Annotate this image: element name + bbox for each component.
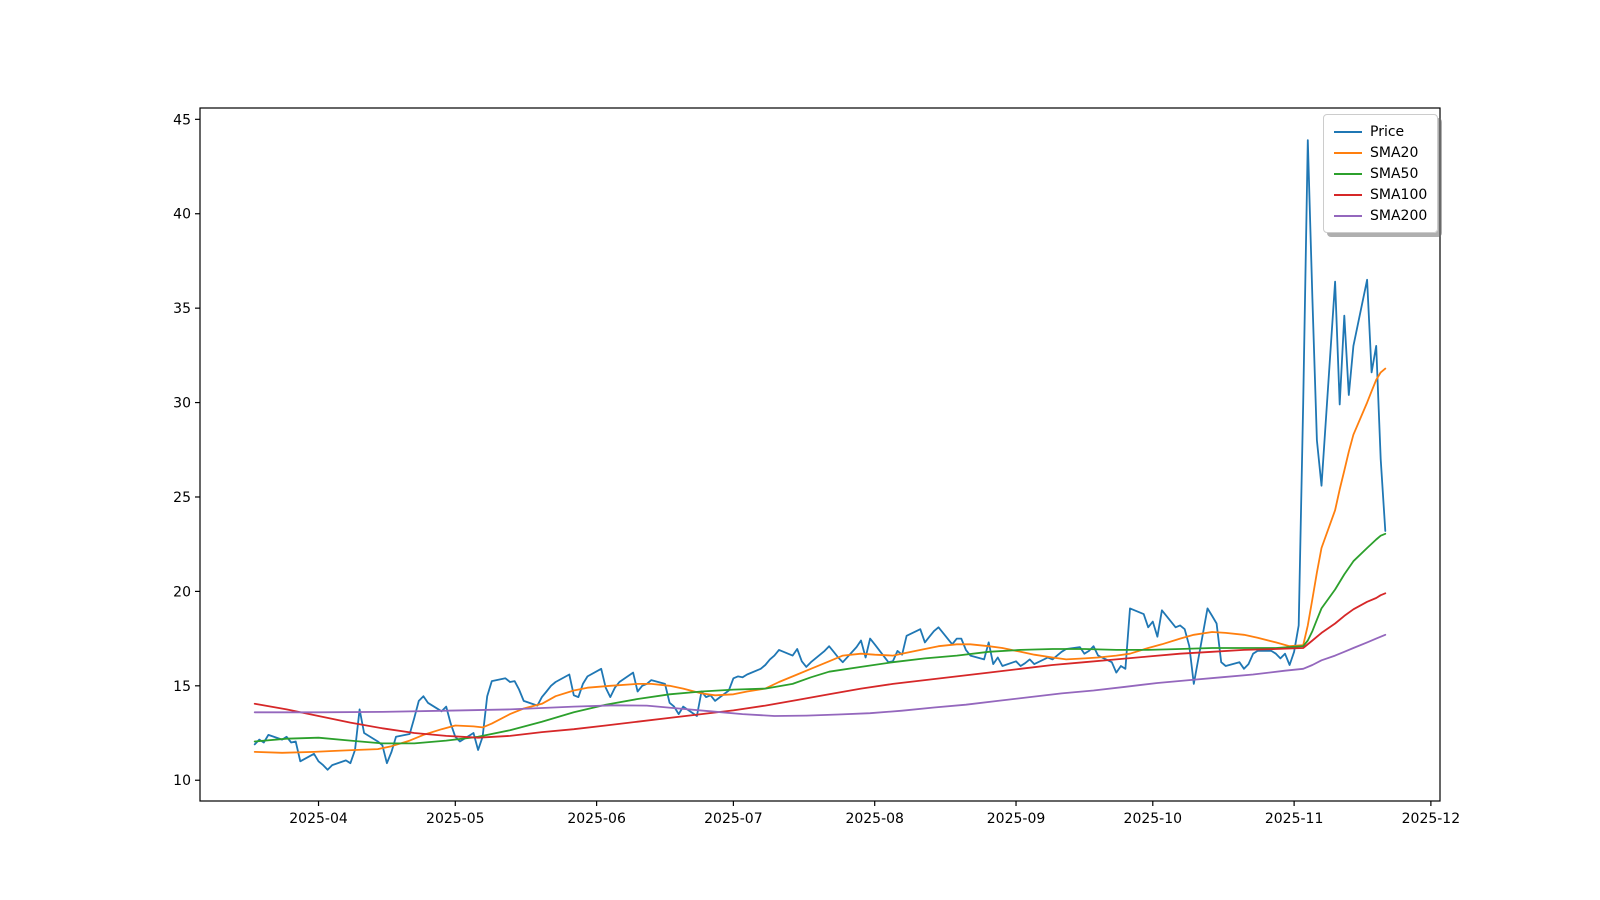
series-line-sma100 — [253, 592, 1387, 739]
legend-item-sma100: SMA100 — [1334, 184, 1427, 205]
legend-label: SMA200 — [1370, 207, 1428, 224]
legend-label: Price — [1370, 123, 1405, 140]
legend-line-sample-icon — [1334, 214, 1362, 217]
y-tick-label: 20 — [173, 584, 191, 600]
x-tick-label: 2025-04 — [289, 811, 348, 827]
legend-label: SMA100 — [1370, 186, 1428, 203]
x-tick-label: 2025-07 — [704, 811, 763, 827]
y-tick-label: 25 — [173, 490, 191, 506]
y-tick-label: 10 — [173, 773, 191, 789]
x-tick-label: 2025-12 — [1402, 811, 1461, 827]
plot-border — [199, 107, 1441, 802]
series-line-sma200 — [253, 633, 1387, 717]
x-tick-label: 2025-08 — [845, 811, 904, 827]
y-tick-label: 15 — [173, 679, 191, 695]
y-tick-label: 45 — [173, 112, 191, 128]
x-tick-label: 2025-05 — [426, 811, 485, 827]
series-line-price — [253, 139, 1387, 771]
legend-label: SMA20 — [1370, 144, 1419, 161]
x-tick-label: 2025-09 — [987, 811, 1046, 827]
x-tick-label: 2025-10 — [1124, 811, 1183, 827]
series-line-sma50 — [253, 532, 1387, 745]
y-tick-label: 30 — [173, 396, 191, 412]
x-tick-label: 2025-06 — [567, 811, 626, 827]
legend-item-sma20: SMA20 — [1334, 142, 1427, 163]
x-tick-label: 2025-11 — [1265, 811, 1324, 827]
legend-label: SMA50 — [1370, 165, 1419, 182]
chart-legend: Price SMA20 SMA50 SMA100 SMA200 — [1323, 114, 1439, 233]
legend-item-price: Price — [1334, 121, 1427, 142]
legend-line-sample-icon — [1334, 130, 1362, 133]
legend-item-sma50: SMA50 — [1334, 163, 1427, 184]
legend-line-sample-icon — [1334, 151, 1362, 154]
y-tick-label: 40 — [173, 207, 191, 223]
legend-item-sma200: SMA200 — [1334, 205, 1427, 226]
legend-line-sample-icon — [1334, 193, 1362, 196]
legend-line-sample-icon — [1334, 172, 1362, 175]
y-tick-label: 35 — [173, 301, 191, 317]
series-line-sma20 — [253, 367, 1387, 754]
